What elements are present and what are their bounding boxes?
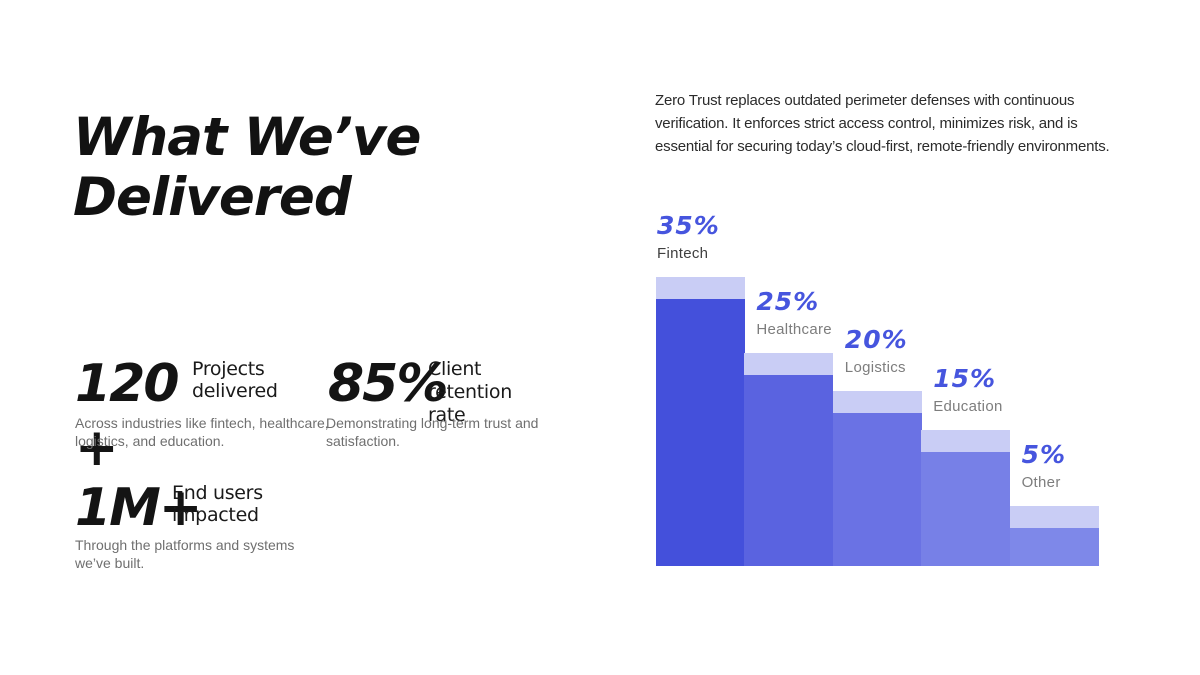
chart-category-label: Other [1021,473,1061,491]
chart-bar-cap [744,353,834,376]
stat-value-projects: 120+ [75,354,180,478]
chart-value-label: 25% [756,287,820,317]
chart-category-label: Education [933,397,1003,415]
chart-bar-other [1009,505,1099,566]
stat-description-users: Through the platforms and systems we’ve … [75,537,295,571]
chart-category-label: Healthcare [756,321,832,339]
chart-category-label: Logistics [844,359,906,377]
chart-bar-label: 15% Education [933,363,1003,416]
chart-value-label: 20% [844,325,908,355]
chart-bar-cap [656,276,746,299]
stat-description-projects: Across industries like fintech, healthca… [75,415,329,449]
chart: 35% Fintech 25% Healthcare 20% Logistics 15% Ed… [656,0,1106,566]
chart-bar-education [921,429,1011,566]
chart-bar-cap [1009,505,1099,528]
chart-bar-label: 35% Fintech [657,210,720,263]
stat-value-retention: 85% [328,354,448,414]
stat-value-users: 1M+ [75,478,203,538]
stat-description-retention: Demonstrating long-term trust and satisf… [326,415,539,449]
chart-category-label: Fintech [657,244,709,262]
chart-bar-healthcare [744,353,834,566]
chart-bar-label: 5% Other [1021,439,1067,492]
chart-bar-cap [921,429,1011,452]
chart-value-label: 5% [1021,439,1067,469]
chart-bar-label: 25% Healthcare [756,288,832,339]
chart-bar-logistics [832,391,922,566]
chart-bar-fintech [656,276,746,566]
intro-paragraph: Zero Trust replaces outdated perimeter d… [655,92,1110,155]
chart-value-label: 15% [933,363,997,393]
chart-bar-cap [832,391,922,414]
chart-value-label: 35% [657,210,720,240]
page-title: What We’ve Delivered [73,106,421,228]
chart-bar-label: 20% Logistics [845,326,908,377]
stat-label-projects: Projects delivered [192,358,278,402]
stat-label-users: End users impacted [172,482,263,526]
stat-label-retention: Client retention rate [428,358,512,426]
